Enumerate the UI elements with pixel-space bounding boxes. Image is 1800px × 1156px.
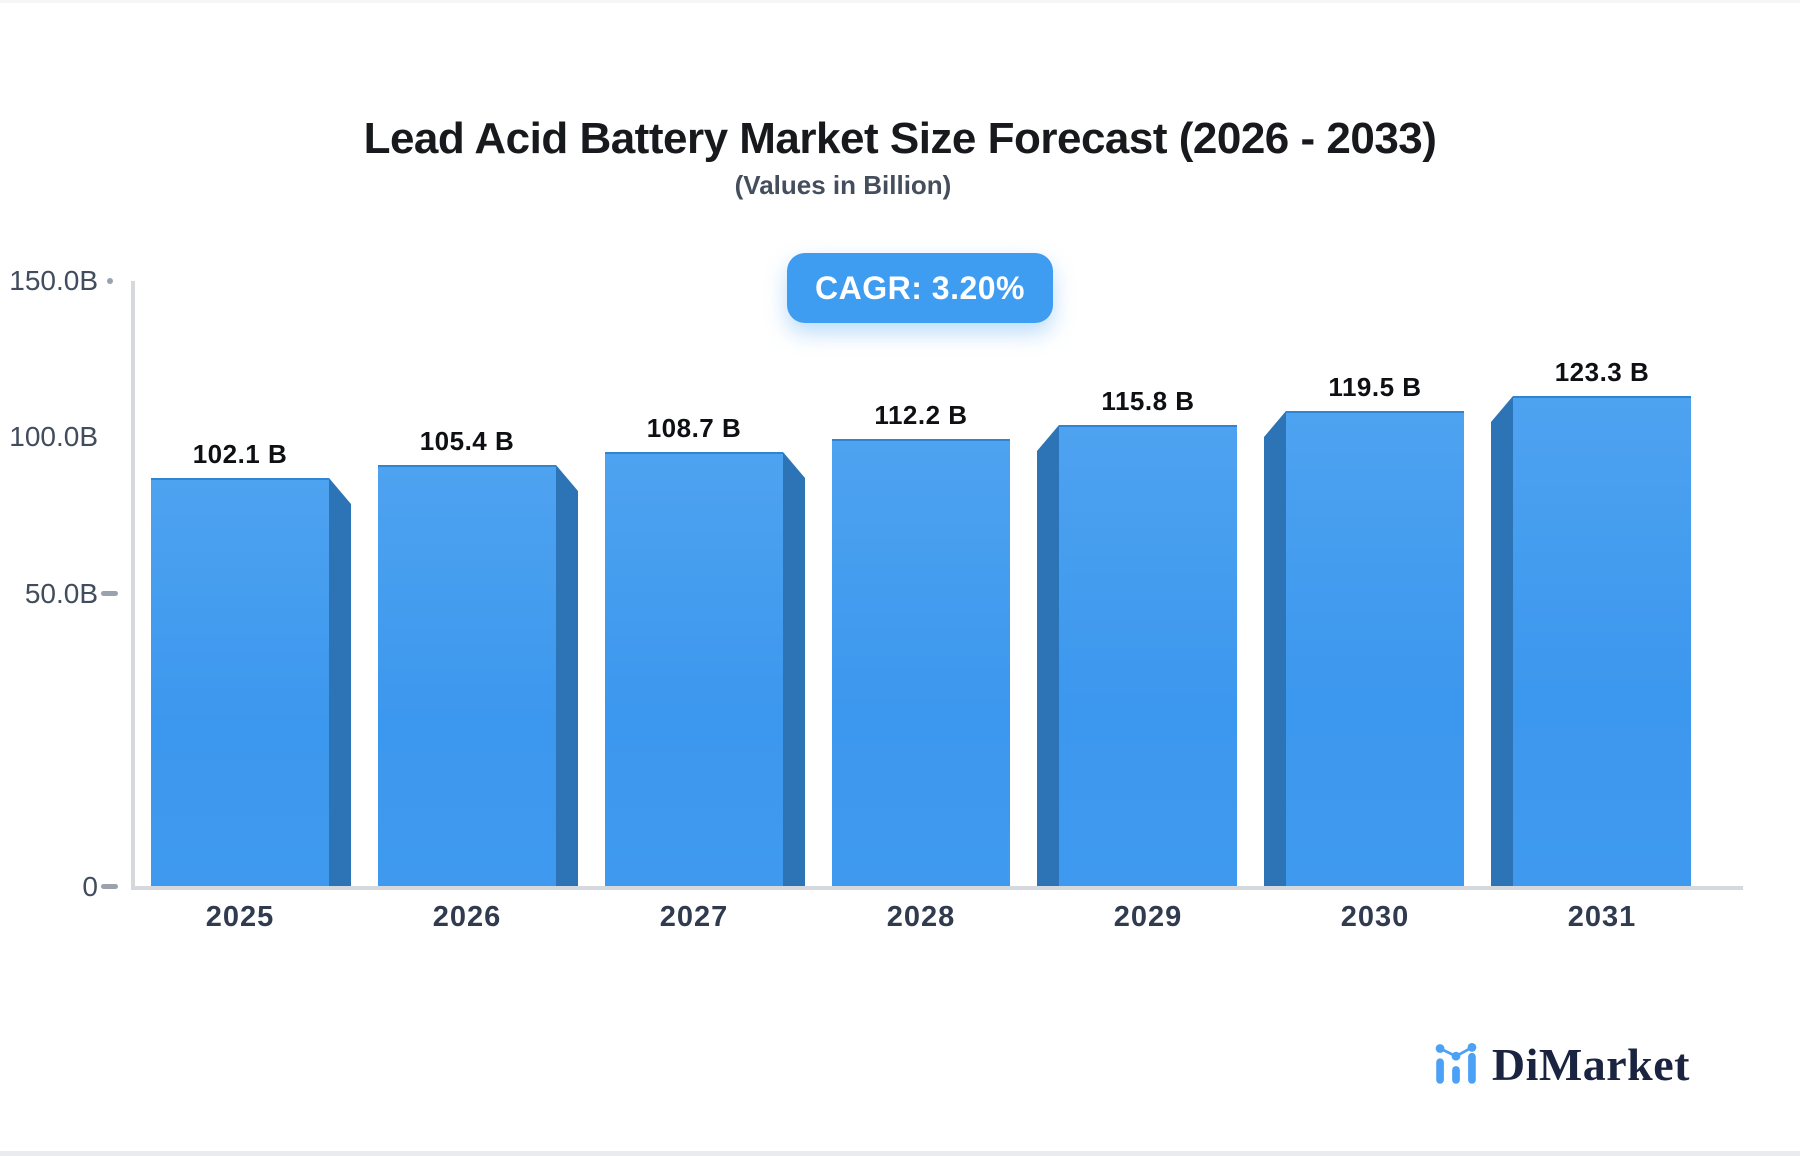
page-title: Lead Acid Battery Market Size Forecast (… bbox=[363, 114, 1437, 163]
bar-value-label-2029: 115.8 B bbox=[1101, 386, 1195, 416]
x-axis-label-2026: 2026 bbox=[432, 901, 502, 933]
bar-2031 bbox=[1513, 396, 1691, 886]
page-subtitle: (Values in Billion) bbox=[734, 170, 952, 200]
x-axis-label-2029: 2029 bbox=[1113, 901, 1183, 933]
bar-side-face-2030 bbox=[1264, 411, 1286, 886]
mini-bar-line-chart-icon bbox=[1435, 1042, 1477, 1084]
bar-2029 bbox=[1059, 425, 1237, 886]
bar-side-face-2026 bbox=[556, 465, 578, 886]
y-axis-label-0: 0 bbox=[82, 871, 98, 902]
y-tick-mark-150 bbox=[107, 278, 113, 284]
brand-logo: DiMarket bbox=[1433, 1038, 1690, 1091]
y-axis-label-100: 100.0B bbox=[9, 421, 98, 452]
bar-2028 bbox=[832, 439, 1010, 886]
bar-value-label-2031: 123.3 B bbox=[1554, 357, 1650, 387]
x-axis-baseline bbox=[131, 886, 1743, 890]
y-axis-label-150: 150.0B bbox=[9, 265, 98, 296]
bar-value-label-2027: 108.7 B bbox=[646, 413, 742, 443]
bar-2030 bbox=[1286, 411, 1464, 886]
x-axis-label-2027: 2027 bbox=[659, 901, 729, 933]
y-tick-mark-0 bbox=[101, 884, 118, 889]
y-axis-label-50: 50.0B bbox=[24, 578, 98, 609]
bar-side-face-2029 bbox=[1037, 425, 1059, 886]
x-axis-label-2028: 2028 bbox=[886, 901, 956, 933]
page-subtitle-row: (Values in Billion) bbox=[0, 170, 1800, 201]
brand-logo-text: DiMarket bbox=[1491, 1039, 1690, 1090]
page-bottom-edge bbox=[0, 1151, 1800, 1156]
x-axis-label-2031: 2031 bbox=[1567, 901, 1637, 933]
bar-side-face-2025 bbox=[329, 478, 351, 886]
bar-value-label-2026: 105.4 B bbox=[419, 426, 515, 456]
x-axis-label-2030: 2030 bbox=[1340, 901, 1410, 933]
bar-value-label-2028: 112.2 B bbox=[874, 400, 968, 430]
bar-side-face-2027 bbox=[783, 452, 805, 886]
bar-2025 bbox=[151, 478, 329, 886]
bar-value-label-2030: 119.5 B bbox=[1328, 372, 1422, 402]
y-tick-mark-50 bbox=[101, 591, 118, 596]
bar-side-face-2031 bbox=[1491, 396, 1513, 886]
bar-value-label-2025: 102.1 B bbox=[192, 439, 288, 469]
page-top-edge bbox=[0, 0, 1800, 3]
bar-2027 bbox=[605, 452, 783, 886]
bar-2026 bbox=[378, 465, 556, 886]
y-axis-line bbox=[131, 281, 135, 890]
x-axis-label-2025: 2025 bbox=[205, 901, 275, 933]
cagr-badge: CAGR: 3.20% bbox=[787, 253, 1053, 323]
